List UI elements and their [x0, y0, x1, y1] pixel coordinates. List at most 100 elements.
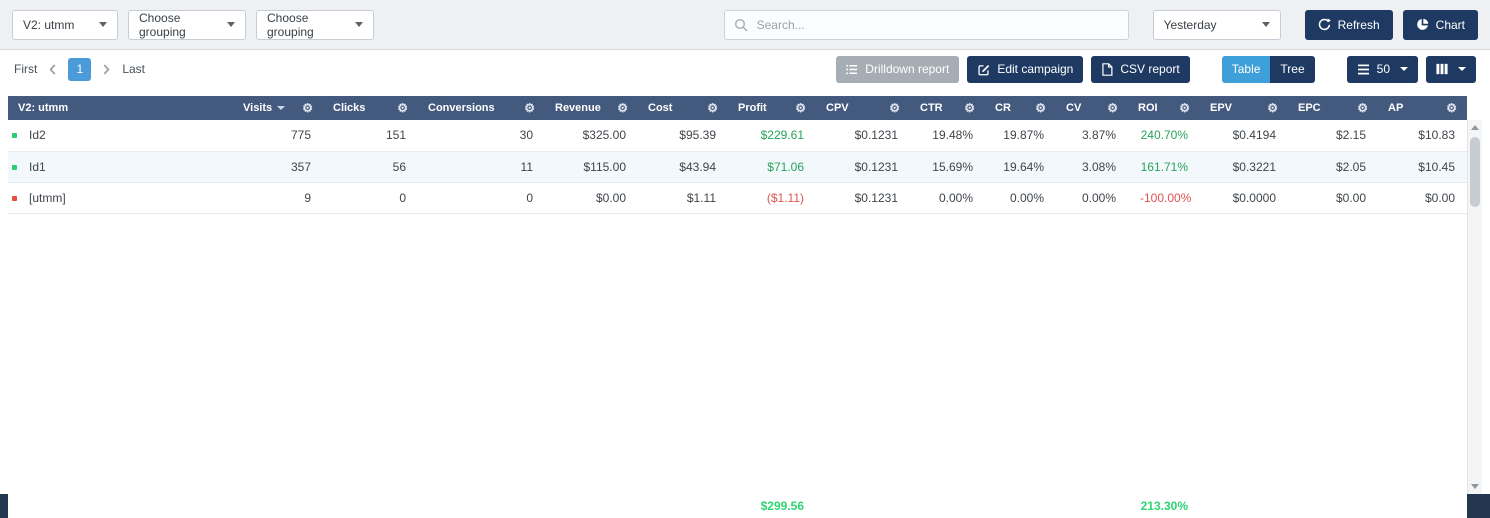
column-header-name[interactable]: V2: utmm — [8, 96, 233, 120]
pagination-last[interactable]: Last — [122, 62, 146, 76]
scroll-down-button[interactable] — [1468, 479, 1482, 494]
columns-button[interactable] — [1426, 55, 1476, 83]
chevron-down-icon — [1400, 67, 1408, 71]
column-header-cv[interactable]: CV ⚙ — [1056, 96, 1128, 120]
edit-campaign-button[interactable]: Edit campaign — [967, 55, 1084, 83]
cell-epv: $0.4194 — [1200, 120, 1288, 152]
cell-cost: $1.11 — [638, 182, 728, 214]
table-row[interactable]: Id1 357 56 11 $115.00 $43.94 $71.06 $0.1231 15.6… — [8, 151, 1467, 183]
column-settings-gear-icon[interactable]: ⚙ — [1267, 101, 1278, 115]
row-label: Id2 — [29, 128, 46, 143]
cell-name: Id2 — [8, 120, 233, 152]
rows-per-page-value: 50 — [1376, 62, 1390, 76]
chart-label: Chart — [1435, 17, 1465, 32]
column-settings-gear-icon[interactable]: ⚙ — [397, 101, 408, 115]
table-row[interactable]: Id2 775 151 30 $325.00 $95.39 $229.61 $0.1231 19… — [8, 120, 1467, 152]
chevron-down-icon — [1261, 22, 1270, 27]
csv-report-label: CSV report — [1120, 62, 1180, 76]
pagination-first[interactable]: First — [14, 62, 38, 76]
date-range-select[interactable]: Yesterday — [1152, 9, 1281, 40]
cell-cv: 3.08% — [1056, 151, 1128, 183]
grouping-select-2[interactable]: Choose grouping — [256, 9, 374, 40]
column-header-clicks[interactable]: Clicks ⚙ — [323, 96, 418, 120]
total-roi: 213.30% — [1128, 494, 1200, 518]
cell-clicks: 56 — [323, 151, 418, 183]
column-header-cost[interactable]: Cost ⚙ — [638, 96, 728, 120]
column-header-epc[interactable]: EPC ⚙ — [1288, 96, 1378, 120]
column-label: Profit — [738, 102, 767, 114]
cell-profit: $71.06 — [728, 151, 816, 183]
column-settings-gear-icon[interactable]: ⚙ — [964, 101, 975, 115]
column-label: EPC — [1298, 102, 1321, 114]
cell-ap: $10.83 — [1378, 120, 1467, 152]
grouping-select-1[interactable]: Choose grouping — [128, 9, 246, 40]
rows-per-page-button[interactable]: 50 — [1346, 55, 1418, 83]
cell-ap: $10.45 — [1378, 151, 1467, 183]
search-box — [723, 9, 1129, 40]
csv-report-button[interactable]: CSV report — [1091, 55, 1190, 83]
table-row[interactable]: [utmm] 9 0 0 $0.00 $1.11 ($1.11) $0.1231 0.00% 0.… — [8, 182, 1467, 214]
column-header-ap[interactable]: AP ⚙ — [1378, 96, 1467, 120]
cell-cr: 0.00% — [985, 182, 1056, 214]
pie-chart-icon — [1416, 18, 1429, 31]
column-label: V2: utmm — [18, 102, 69, 114]
cell-epv: $0.3221 — [1200, 151, 1288, 183]
column-settings-gear-icon[interactable]: ⚙ — [707, 101, 718, 115]
pagination-current-page[interactable]: 1 — [68, 57, 92, 81]
column-settings-gear-icon[interactable]: ⚙ — [1107, 101, 1118, 115]
cell-ctr: 15.69% — [910, 151, 985, 183]
total-cpv: $0.1231 — [816, 494, 910, 518]
cell-clicks: 151 — [323, 120, 418, 152]
total-revenue: $440.00 — [545, 494, 638, 518]
vertical-scrollbar[interactable] — [1467, 120, 1482, 494]
column-header-cr[interactable]: CR ⚙ — [985, 96, 1056, 120]
column-header-cpv[interactable]: CPV ⚙ — [816, 96, 910, 120]
cell-profit: $229.61 — [728, 120, 816, 152]
column-settings-gear-icon[interactable]: ⚙ — [617, 101, 628, 115]
column-settings-gear-icon[interactable]: ⚙ — [1357, 101, 1368, 115]
drilldown-report-button[interactable]: Drilldown report — [836, 55, 960, 83]
column-header-conversions[interactable]: Conversions ⚙ — [418, 96, 545, 120]
column-settings-gear-icon[interactable]: ⚙ — [1179, 101, 1190, 115]
column-header-epv[interactable]: EPV ⚙ — [1200, 96, 1288, 120]
campaign-filter-select[interactable]: V2: utmm — [12, 9, 118, 40]
column-header-roi[interactable]: ROI ⚙ — [1128, 96, 1200, 120]
column-label: AP — [1388, 102, 1404, 114]
cell-roi: -100.00% — [1128, 182, 1200, 214]
column-settings-gear-icon[interactable]: ⚙ — [302, 101, 313, 115]
scrollbar-thumb[interactable] — [1470, 137, 1480, 207]
column-header-profit[interactable]: Profit ⚙ — [728, 96, 816, 120]
column-settings-gear-icon[interactable]: ⚙ — [524, 101, 535, 115]
column-label: CPV — [826, 102, 849, 114]
cell-ctr: 19.48% — [910, 120, 985, 152]
cell-epc: $2.15 — [1288, 120, 1378, 152]
chevron-left-icon[interactable] — [45, 63, 60, 75]
refresh-button[interactable]: Refresh — [1304, 9, 1393, 40]
total-clicks: 207 — [323, 494, 418, 518]
cell-cv: 3.87% — [1056, 120, 1128, 152]
column-settings-gear-icon[interactable]: ⚙ — [795, 101, 806, 115]
chevron-right-icon[interactable] — [99, 63, 114, 75]
column-settings-gear-icon[interactable]: ⚙ — [889, 101, 900, 115]
table-view-button[interactable]: Table — [1221, 55, 1271, 83]
column-settings-gear-icon[interactable]: ⚙ — [1446, 101, 1457, 115]
search-input[interactable] — [723, 9, 1129, 40]
tree-view-button[interactable]: Tree — [1270, 55, 1315, 83]
column-header-ctr[interactable]: CTR ⚙ — [910, 96, 985, 120]
column-label: Revenue — [555, 102, 601, 114]
report-table: V2: utmm Visits ⚙ Clicks ⚙ Conversions ⚙ Revenu… — [8, 96, 1467, 214]
status-indicator-green — [12, 133, 17, 139]
column-label: Visits — [243, 102, 273, 114]
column-header-visits[interactable]: Visits ⚙ — [233, 96, 323, 120]
cell-revenue: $325.00 — [545, 120, 638, 152]
edit-icon — [977, 63, 990, 76]
column-header-revenue[interactable]: Revenue ⚙ — [545, 96, 638, 120]
cell-cr: 19.87% — [985, 120, 1056, 152]
report-grid: V2: utmm Visits ⚙ Clicks ⚙ Conversions ⚙ Revenu… — [8, 96, 1482, 494]
chart-button[interactable]: Chart — [1402, 9, 1478, 40]
total-cost: $140.44 — [638, 494, 728, 518]
refresh-icon — [1318, 18, 1331, 31]
scroll-up-button[interactable] — [1468, 120, 1482, 135]
cell-clicks: 0 — [323, 182, 418, 214]
column-settings-gear-icon[interactable]: ⚙ — [1035, 101, 1046, 115]
